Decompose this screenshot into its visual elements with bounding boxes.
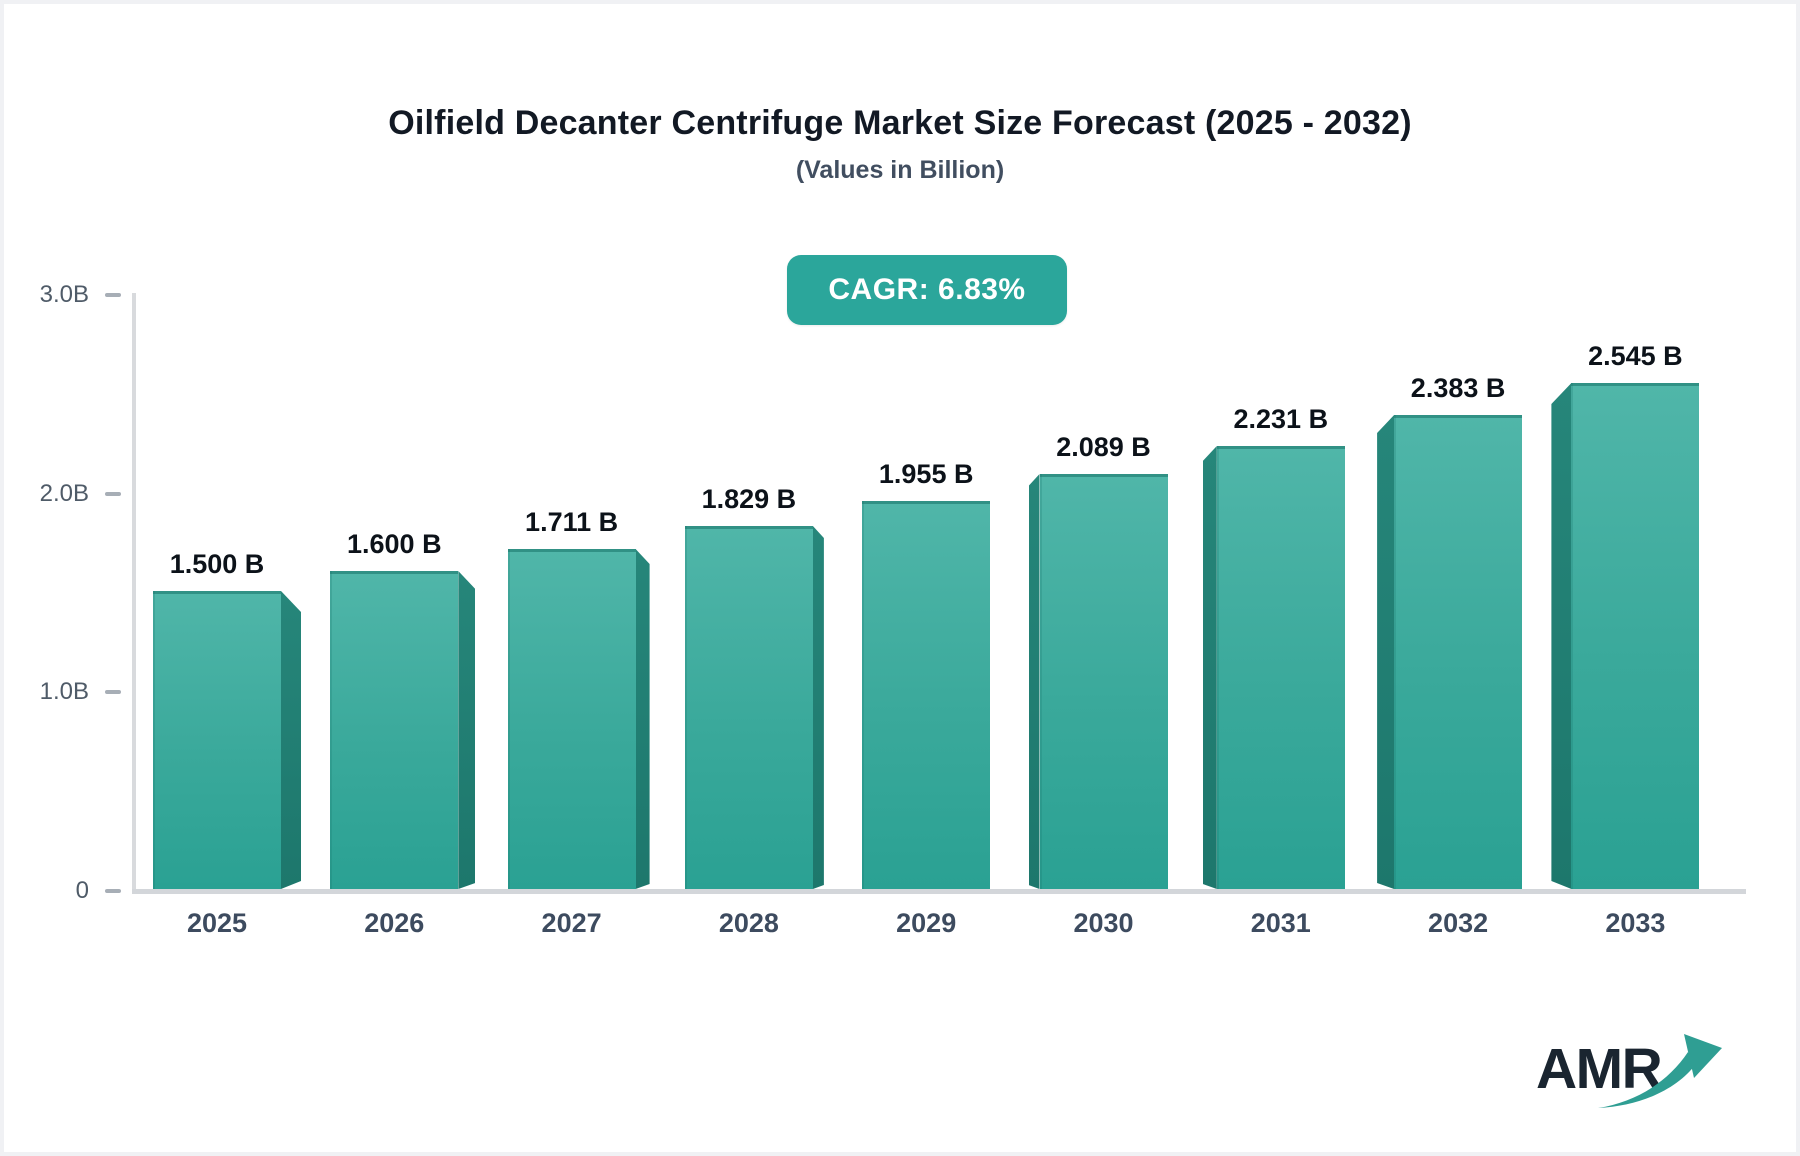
bar-2026	[330, 571, 459, 889]
y-tick-mark	[105, 491, 121, 496]
y-tick-mark	[105, 292, 121, 297]
x-axis-label-2027: 2027	[541, 908, 602, 938]
bar-3d-side-2032	[1377, 415, 1394, 889]
bar-value-label-2033: 2.545 B	[1588, 341, 1683, 371]
x-axis-label-2025: 2025	[186, 908, 248, 938]
bar-2028	[684, 526, 813, 889]
y-axis-line	[132, 293, 136, 893]
bar-3d-side-2028	[813, 526, 824, 889]
bar-3d-side-2031	[1203, 446, 1217, 889]
y-tick-label: 1.0B	[39, 678, 89, 706]
bar-value-label-2026: 1.600 B	[347, 529, 442, 559]
bar-2032	[1394, 415, 1523, 889]
bar-3d-side-2027	[636, 549, 650, 889]
bar-2033	[1571, 383, 1700, 889]
growth-arrow-icon	[1598, 1034, 1722, 1108]
bar-2025	[153, 591, 281, 889]
y-tick-label: 0	[75, 877, 89, 904]
bar-2030	[1039, 474, 1168, 889]
bar-value-label-2030: 2.089 B	[1056, 432, 1151, 462]
bar-3d-side-2026	[458, 571, 475, 889]
x-axis-label-2030: 2030	[1073, 908, 1134, 938]
bar-chart: 3.0B 2.0B 1.0B 0 1.500 B 2025 1.600 B 2026 1.711…	[4, 4, 1796, 1152]
bar-value-label-2031: 2.231 B	[1233, 404, 1329, 434]
y-tick-mark	[105, 889, 121, 893]
chart-title: Oilfield Decanter Centrifuge Market Size…	[388, 104, 1412, 142]
bar-value-label-2027: 1.711 B	[525, 507, 619, 537]
bar-3d-side-2033	[1551, 383, 1571, 889]
bar-value-label-2025: 1.500 B	[169, 549, 265, 579]
x-axis-label-2032: 2032	[1428, 908, 1489, 938]
bar-value-label-2028: 1.829 B	[701, 484, 797, 514]
y-tick-label: 3.0B	[39, 280, 89, 308]
bar-2029	[862, 501, 991, 889]
x-axis-label-2028: 2028	[718, 908, 779, 938]
y-tick-label: 2.0B	[39, 479, 89, 507]
cagr-badge: CAGR: 6.83%	[787, 255, 1067, 325]
bar-value-label-2029: 1.955 B	[878, 459, 974, 489]
x-axis-line	[132, 889, 1746, 894]
x-axis-label-2026: 2026	[364, 908, 425, 938]
x-axis-label-2033: 2033	[1605, 908, 1666, 938]
bar-3d-side-2025	[281, 591, 301, 889]
bar-value-label-2032: 2.383 B	[1410, 373, 1506, 403]
amr-logo: AMR	[1536, 1030, 1746, 1120]
bar-2027	[507, 549, 636, 889]
y-tick-mark	[105, 690, 121, 695]
cagr-badge-label: CAGR: 6.83%	[828, 273, 1026, 306]
x-axis-label-2029: 2029	[896, 908, 957, 938]
bar-3d-side-2030	[1029, 474, 1040, 889]
x-axis-label-2031: 2031	[1250, 908, 1311, 938]
bar-2031	[1216, 446, 1345, 889]
amr-logo-text: AMR	[1536, 1037, 1663, 1101]
chart-subtitle: (Values in Billion)	[795, 156, 1005, 184]
